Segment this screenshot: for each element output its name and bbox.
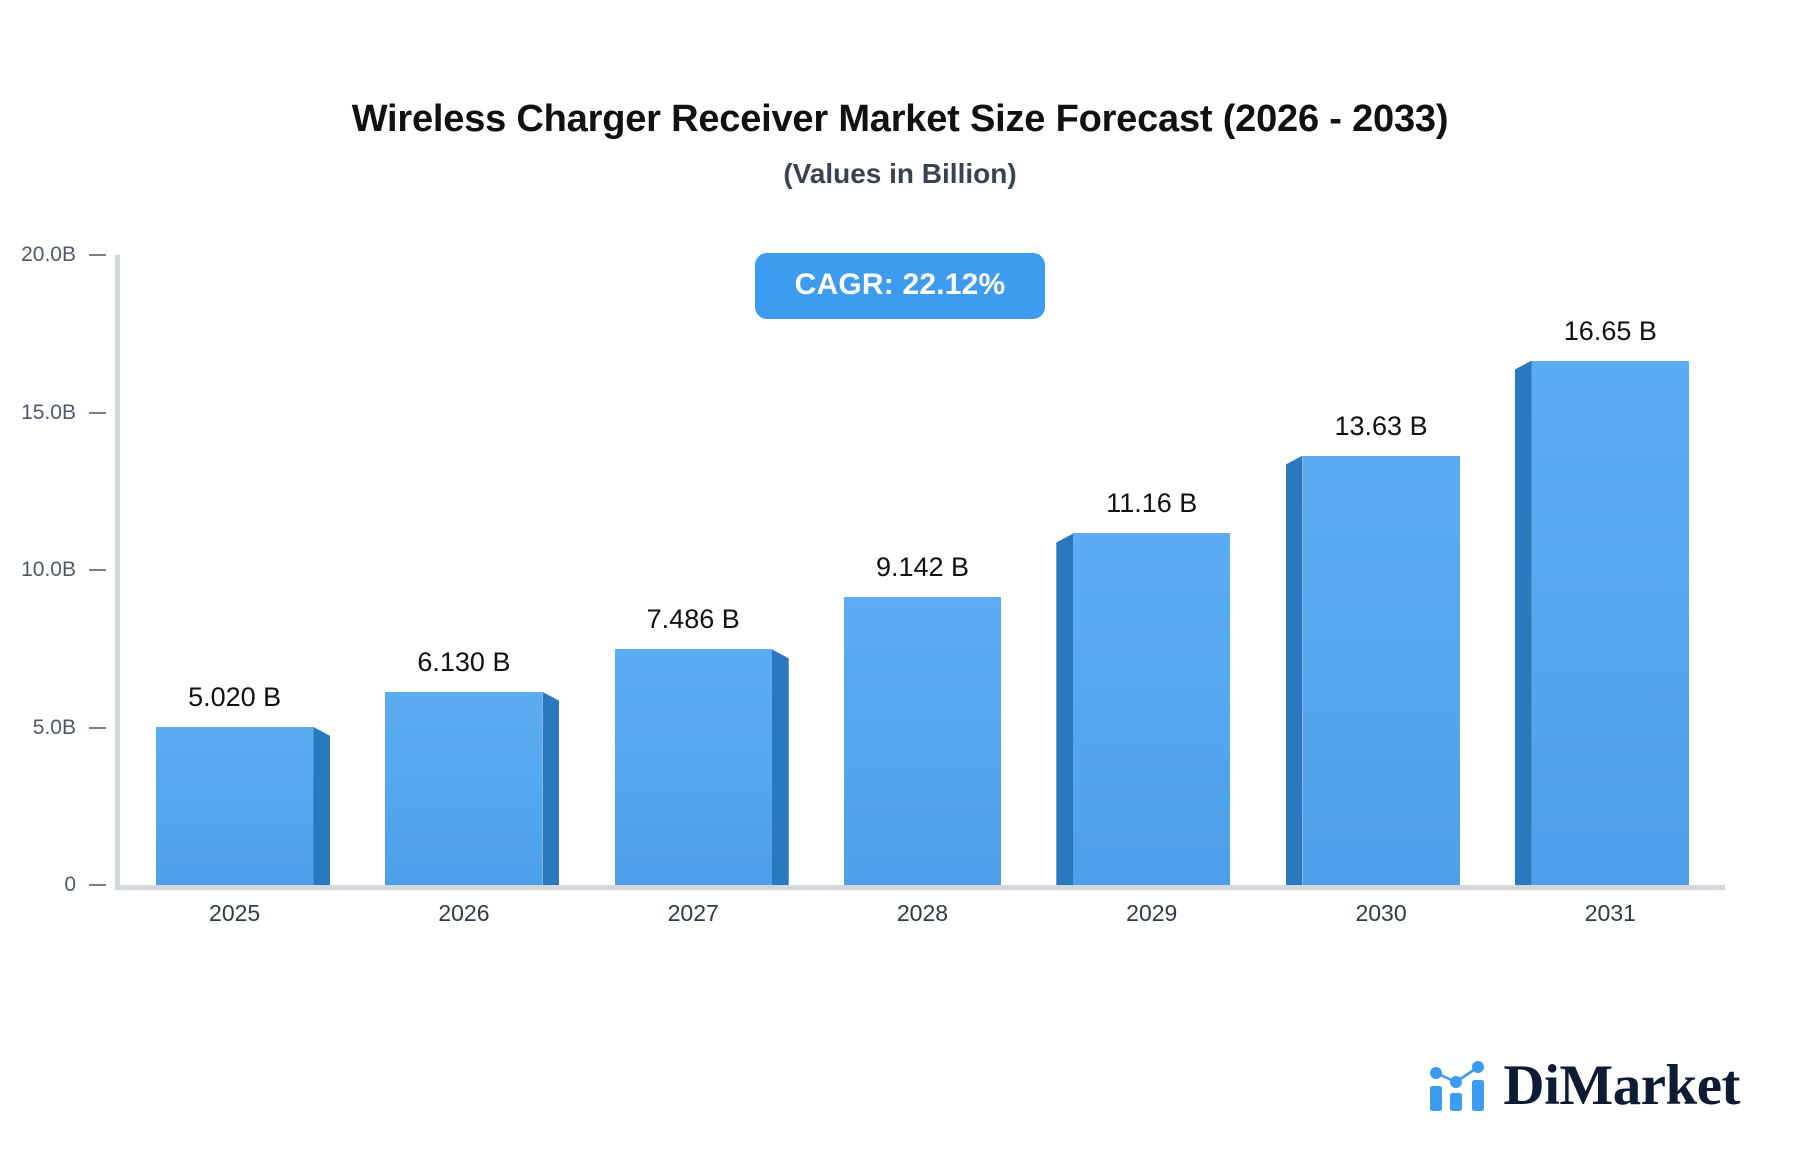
bar-slot-2028[interactable]: 9.142 B bbox=[808, 255, 1037, 885]
bar-slot-2031[interactable]: 16.65 B bbox=[1496, 255, 1725, 885]
bar-face[interactable]: 9.142 B bbox=[843, 552, 1001, 885]
y-tick-10.0B: 10.0B bbox=[0, 558, 115, 582]
bar-face[interactable]: 7.486 B bbox=[614, 604, 789, 885]
y-tick-20.0B: 20.0B bbox=[0, 243, 115, 267]
bar-2026[interactable]: 6.130 B bbox=[385, 647, 560, 885]
plot-area: 0 5.0B 10.0B 15.0B 20.0B 5.020 B 6.130 B 7.486… bbox=[21, 243, 1725, 896]
bar-side-face bbox=[1056, 533, 1074, 885]
bar-side-face bbox=[542, 691, 560, 885]
y-tick-label: 15.0B bbox=[21, 400, 76, 424]
y-tick-0: 0 bbox=[0, 873, 115, 897]
y-tick-label: 5.0B bbox=[32, 715, 76, 739]
cagr-badge: CAGR: 22.12% bbox=[754, 253, 1046, 319]
bar-side-face bbox=[771, 649, 789, 885]
x-tick-label-2025: 2025 bbox=[209, 900, 261, 926]
y-tick-5.0B: 5.0B bbox=[0, 716, 115, 740]
bar-value-label: 11.16 B bbox=[1106, 488, 1198, 519]
bar-value-label: 9.142 B bbox=[875, 552, 970, 583]
bar-chart-dots-icon bbox=[1430, 1060, 1485, 1111]
bar-2029[interactable]: 11.16 B bbox=[1056, 488, 1231, 885]
bar-face[interactable]: 6.130 B bbox=[385, 647, 560, 885]
bar-value-label: 6.130 B bbox=[417, 646, 511, 677]
y-tick-label: 0 bbox=[64, 873, 76, 896]
chart-header: Wireless Charger Receiver Market Size Fo… bbox=[0, 98, 1800, 190]
bar-face[interactable]: 13.63 B bbox=[1285, 411, 1460, 885]
y-tick-mark bbox=[89, 884, 106, 886]
y-tick-label: 20.0B bbox=[21, 243, 76, 266]
x-tick-label-2027: 2027 bbox=[667, 900, 719, 926]
bar-value-label: 7.486 B bbox=[646, 604, 740, 635]
bar-2028[interactable]: 9.142 B bbox=[843, 552, 1001, 885]
bar-slot-2029[interactable]: 11.16 B bbox=[1037, 255, 1266, 885]
bar-2025[interactable]: 5.020 B bbox=[156, 682, 331, 885]
y-tick-mark bbox=[89, 569, 106, 571]
bar-side-face bbox=[313, 726, 331, 885]
bar-slot-2030[interactable]: 13.63 B bbox=[1266, 255, 1495, 885]
x-axis-labels: 2025 2026 2027 2028 2029 2030 2031 bbox=[120, 900, 1725, 927]
bar-slot-2027[interactable]: 7.486 B bbox=[579, 255, 808, 885]
y-tick-mark bbox=[89, 254, 106, 256]
page-title: Wireless Charger Receiver Market Size Fo… bbox=[351, 98, 1449, 140]
bar-slot-2026[interactable]: 6.130 B bbox=[349, 255, 578, 885]
bar-side-face bbox=[1285, 455, 1303, 885]
chart-subtitle: (Values in Billion) bbox=[783, 157, 1017, 189]
y-tick-15.0B: 15.0B bbox=[0, 401, 115, 425]
bar-value-label: 13.63 B bbox=[1334, 410, 1428, 441]
dimarket-logo: DiMarket bbox=[1427, 1057, 1740, 1114]
y-tick-label: 10.0B bbox=[21, 558, 76, 581]
x-tick-label-2026: 2026 bbox=[438, 900, 490, 926]
y-tick-mark bbox=[89, 726, 106, 729]
bar-value-label: 16.65 B bbox=[1563, 315, 1657, 346]
x-tick-label-2031: 2031 bbox=[1584, 900, 1636, 926]
bar-2027[interactable]: 7.486 B bbox=[614, 604, 789, 885]
y-axis-line bbox=[115, 255, 120, 890]
bar-side-face bbox=[1514, 360, 1532, 885]
bar-series: 5.020 B 6.130 B 7.486 B 9.142 B 11.16 B 13.63… bbox=[120, 255, 1725, 885]
x-axis-line bbox=[115, 885, 1725, 890]
x-tick-label-2030: 2030 bbox=[1355, 900, 1407, 926]
bar-slot-2025[interactable]: 5.020 B bbox=[120, 255, 349, 885]
x-tick-label-2028: 2028 bbox=[896, 900, 949, 926]
logo-text: DiMarket bbox=[1503, 1054, 1740, 1117]
bar-face[interactable]: 5.020 B bbox=[156, 682, 331, 885]
x-tick-label-2029: 2029 bbox=[1126, 900, 1178, 926]
bar-2030[interactable]: 13.63 B bbox=[1285, 411, 1460, 885]
cagr-annotation-wrap: CAGR: 22.12% bbox=[0, 253, 1800, 319]
bar-2031[interactable]: 16.65 B bbox=[1514, 316, 1689, 885]
bar-value-label: 5.020 B bbox=[188, 681, 282, 712]
bar-face[interactable]: 11.16 B bbox=[1056, 488, 1231, 885]
bar-face[interactable]: 16.65 B bbox=[1514, 316, 1689, 885]
y-tick-mark bbox=[89, 411, 106, 414]
